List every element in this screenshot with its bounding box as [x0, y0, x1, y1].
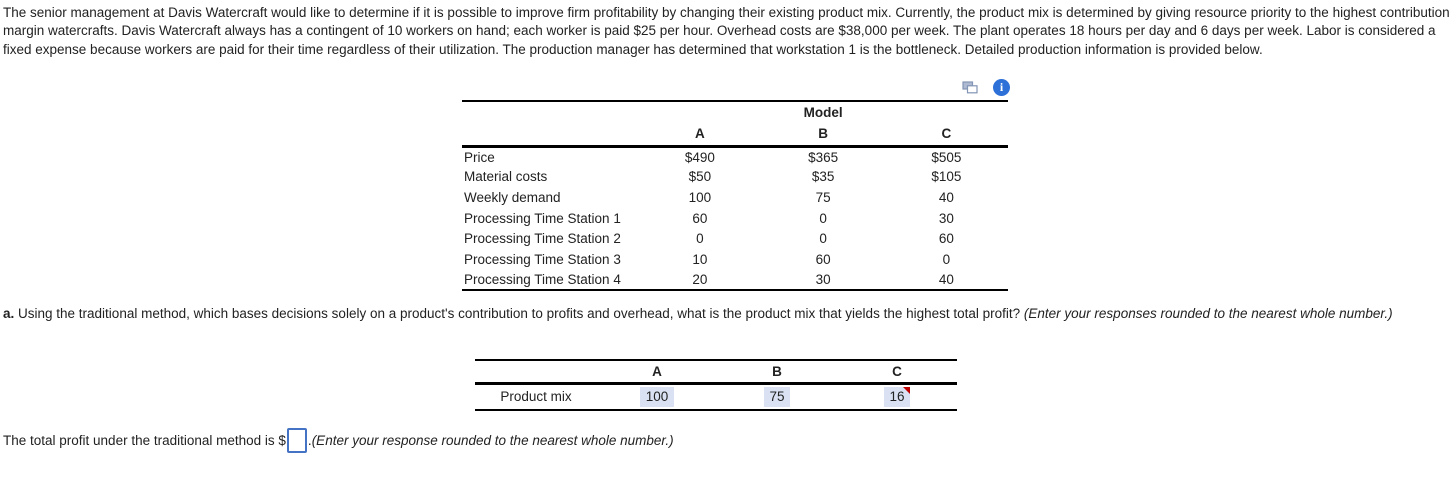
- model-group-header-row: Model: [462, 101, 1008, 123]
- product-mix-label: Product mix: [500, 389, 572, 405]
- info-icon[interactable]: i: [993, 79, 1010, 96]
- problem-statement: The senior management at Davis Watercraf…: [3, 5, 1450, 57]
- column-header-c: C: [884, 123, 1008, 148]
- product-mix-row: Product mix: [475, 383, 957, 410]
- question-a-text: a. Using the traditional method, which b…: [3, 305, 1452, 323]
- total-profit-note: (Enter your response rounded to the near…: [311, 433, 674, 448]
- table-row-station-2: Processing Time Station 2 0 0 60: [464, 231, 954, 247]
- question-a-label: a.: [3, 306, 15, 321]
- question-toolbar: i: [462, 79, 1010, 96]
- model-group-header: Model: [803, 105, 843, 120]
- table-row-weekly-demand: Weekly demand 100 75 40: [464, 189, 954, 205]
- answer-column-header-a: A: [597, 360, 717, 385]
- duplicate-question-icon[interactable]: [962, 80, 978, 95]
- product-mix-answer-table: A B C Product mix: [475, 359, 957, 411]
- table-row-station-4: Processing Time Station 4 20 30 40: [464, 271, 954, 287]
- total-profit-line: The total profit under the traditional m…: [3, 428, 674, 453]
- question-a-body: Using the traditional method, which base…: [14, 306, 1024, 321]
- total-profit-input[interactable]: [286, 428, 307, 453]
- question-a-note: (Enter your responses rounded to the nea…: [1023, 306, 1393, 321]
- production-data-table: Model A B C Price $490 $365 $505 Materia…: [462, 100, 1008, 292]
- total-profit-text: The total profit under the traditional m…: [3, 433, 286, 448]
- answer-column-header-row: A B C: [475, 360, 957, 385]
- answer-column-header-c: C: [837, 360, 957, 385]
- total-profit-period: .: [307, 433, 312, 448]
- incorrect-answer-flag-icon: [903, 386, 910, 394]
- column-header-b: B: [761, 123, 885, 148]
- table-row-material-costs: Material costs $50 $35 $105: [464, 169, 962, 185]
- answer-cell-c: [884, 386, 910, 407]
- table-row-station-3: Processing Time Station 3 10 60 0: [464, 251, 951, 267]
- answer-cell-a: [640, 386, 674, 407]
- answer-cell-b: [764, 386, 790, 407]
- answer-column-header-b: B: [717, 360, 837, 385]
- column-header-row: A B C: [462, 123, 1008, 148]
- table-row-price: Price $490 $365 $505: [464, 149, 962, 165]
- product-mix-input-b[interactable]: [764, 386, 790, 407]
- table-row-station-1: Processing Time Station 1 60 0 30: [464, 210, 954, 226]
- product-mix-input-a[interactable]: [640, 386, 674, 407]
- column-header-a: A: [638, 123, 762, 148]
